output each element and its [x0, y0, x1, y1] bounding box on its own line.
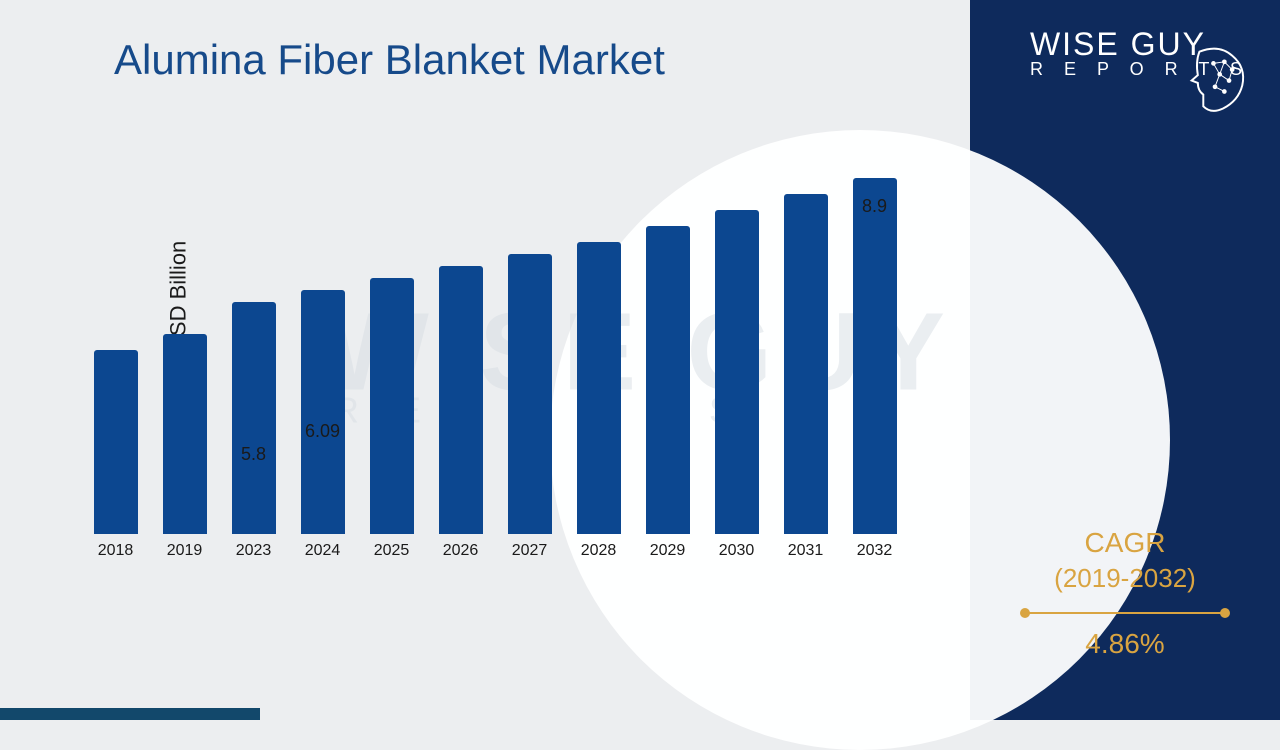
bar-group: 2029: [642, 226, 693, 560]
bar: [94, 350, 138, 534]
bar: [508, 254, 552, 534]
bar-group: 2031: [780, 194, 831, 560]
x-tick-label: 2028: [581, 542, 617, 560]
bar: [646, 226, 690, 534]
bar: [853, 178, 897, 534]
x-tick-label: 2018: [98, 542, 134, 560]
bar: [784, 194, 828, 534]
brand-logo: WISE GUY R E P O R T S: [1030, 26, 1250, 80]
head-icon: [1176, 40, 1254, 118]
bar-group: 2019: [159, 334, 210, 560]
x-tick-label: 2029: [650, 542, 686, 560]
cagr-years: (2019-2032): [970, 563, 1280, 594]
bar-group: 2026: [435, 266, 486, 560]
x-tick-label: 2023: [236, 542, 272, 560]
bar-group: 2027: [504, 254, 555, 560]
bar-group: 2025: [366, 278, 417, 560]
x-tick-label: 2026: [443, 542, 479, 560]
x-tick-label: 2030: [719, 542, 755, 560]
bar: [232, 302, 276, 534]
bar-group: 5.8 2023: [228, 302, 279, 560]
cagr-label: CAGR: [970, 527, 1280, 559]
cagr-value: 4.86%: [970, 628, 1280, 660]
bar: [439, 266, 483, 534]
bottom-accent-bar: [0, 708, 260, 720]
chart-title: Alumina Fiber Blanket Market: [114, 36, 665, 84]
bar-value-label: 6.09: [297, 421, 348, 442]
x-tick-label: 2027: [512, 542, 548, 560]
plot-area: 2018 2019 5.8 2023 6.09 2024 2025 2026 2027 2028 2…: [90, 160, 900, 560]
bar: [370, 278, 414, 534]
x-tick-label: 2019: [167, 542, 203, 560]
x-tick-label: 2032: [857, 542, 893, 560]
x-tick-label: 2025: [374, 542, 410, 560]
bar-group: 2018: [90, 350, 141, 560]
bar-group: 2030: [711, 210, 762, 560]
bar: [715, 210, 759, 534]
cagr-divider: [1025, 612, 1225, 614]
bar: [301, 290, 345, 534]
bar-group: 6.09 2024: [297, 290, 348, 560]
x-tick-label: 2024: [305, 542, 341, 560]
bar: [163, 334, 207, 534]
bar: [577, 242, 621, 534]
bar-group: 8.9 2032: [849, 178, 900, 560]
bar-chart: Market Value in USD Billion 201820195.82…: [80, 160, 900, 590]
x-tick-label: 2031: [788, 542, 824, 560]
bar-value-label: 5.8: [228, 444, 279, 465]
cagr-block: CAGR (2019-2032) 4.86%: [970, 527, 1280, 660]
bar-value-label: 8.9: [849, 196, 900, 217]
bar-group: 2028: [573, 242, 624, 560]
